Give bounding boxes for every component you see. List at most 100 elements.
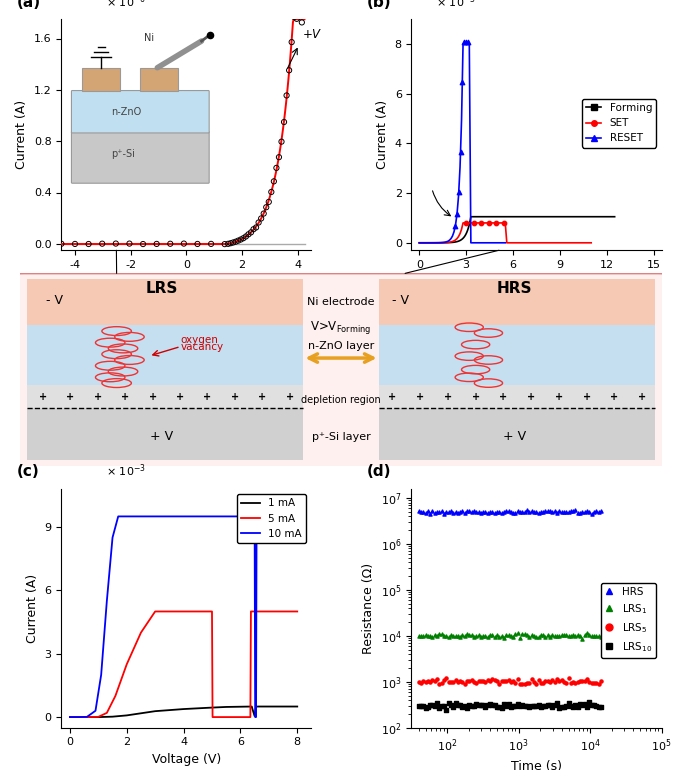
Point bbox=[462, 35, 473, 48]
Point bbox=[501, 504, 512, 517]
Point bbox=[535, 506, 546, 518]
Point bbox=[482, 631, 493, 644]
Text: +: + bbox=[471, 392, 479, 401]
Point bbox=[418, 675, 429, 688]
Point bbox=[420, 676, 431, 688]
Point bbox=[271, 162, 282, 174]
Point bbox=[515, 699, 526, 711]
Point bbox=[545, 698, 556, 711]
Point bbox=[570, 677, 581, 689]
Point bbox=[577, 633, 588, 645]
Point bbox=[584, 695, 595, 708]
Point bbox=[489, 631, 500, 643]
Point bbox=[469, 699, 479, 711]
Y-axis label: Current (A): Current (A) bbox=[16, 100, 29, 169]
Point bbox=[464, 629, 475, 641]
Point bbox=[482, 674, 493, 686]
Point bbox=[503, 629, 514, 641]
Point bbox=[492, 629, 503, 641]
Point bbox=[253, 216, 264, 229]
Point bbox=[586, 630, 597, 642]
Point bbox=[487, 628, 498, 641]
Text: - V: - V bbox=[392, 294, 409, 306]
Point bbox=[531, 678, 542, 690]
Point bbox=[485, 698, 496, 710]
Text: + V: + V bbox=[150, 430, 173, 444]
Point bbox=[450, 674, 461, 686]
Point bbox=[464, 698, 475, 711]
X-axis label: Voltagc (V): Voltagc (V) bbox=[152, 276, 221, 289]
Point bbox=[484, 217, 494, 229]
Point bbox=[510, 507, 521, 519]
Point bbox=[561, 700, 572, 712]
Point bbox=[413, 700, 424, 712]
Point bbox=[441, 704, 451, 716]
Point bbox=[219, 238, 230, 250]
Point bbox=[496, 630, 507, 642]
Point bbox=[561, 505, 572, 517]
Point bbox=[460, 35, 471, 48]
Point bbox=[192, 238, 203, 250]
Point bbox=[545, 505, 556, 517]
Point bbox=[469, 217, 479, 229]
Point bbox=[584, 506, 595, 518]
Point bbox=[425, 676, 436, 688]
Point bbox=[445, 629, 456, 641]
Point bbox=[537, 678, 548, 690]
Point bbox=[415, 677, 426, 689]
Point bbox=[522, 504, 533, 517]
Point bbox=[529, 700, 539, 712]
Point bbox=[582, 627, 593, 639]
Point bbox=[432, 672, 443, 685]
Point bbox=[515, 678, 526, 690]
Point bbox=[475, 675, 486, 688]
Point bbox=[501, 700, 512, 712]
Point bbox=[519, 628, 530, 640]
Text: p⁺-Si layer: p⁺-Si layer bbox=[312, 432, 370, 442]
Point bbox=[533, 507, 544, 519]
Point bbox=[579, 675, 590, 687]
Point bbox=[466, 505, 477, 517]
Bar bbox=[379, 385, 655, 408]
Point bbox=[575, 698, 586, 711]
Point bbox=[515, 506, 526, 518]
Point bbox=[579, 506, 590, 518]
Point bbox=[567, 676, 578, 688]
Point bbox=[522, 629, 533, 641]
X-axis label: Time (s): Time (s) bbox=[511, 759, 562, 770]
Point bbox=[554, 505, 565, 517]
Point bbox=[436, 628, 447, 641]
Point bbox=[485, 675, 496, 688]
Point bbox=[559, 506, 569, 518]
Point bbox=[422, 505, 433, 517]
Point bbox=[512, 698, 523, 711]
Point bbox=[124, 237, 135, 249]
Point bbox=[420, 507, 431, 519]
Point bbox=[529, 630, 539, 642]
Point bbox=[462, 675, 473, 688]
Point bbox=[445, 505, 456, 517]
Point bbox=[563, 672, 574, 685]
Point bbox=[595, 701, 606, 713]
Point bbox=[494, 701, 505, 713]
Point bbox=[151, 238, 162, 250]
Point bbox=[524, 631, 535, 644]
Point bbox=[496, 701, 507, 714]
Point bbox=[235, 233, 246, 246]
Point bbox=[540, 700, 551, 712]
Point bbox=[586, 698, 597, 711]
Point bbox=[278, 116, 289, 128]
Point bbox=[225, 237, 236, 249]
Point bbox=[473, 506, 484, 518]
Point bbox=[473, 699, 484, 711]
Point bbox=[563, 630, 574, 642]
Point bbox=[556, 701, 567, 713]
Point bbox=[527, 673, 537, 685]
Text: oxygen: oxygen bbox=[181, 335, 219, 344]
Point bbox=[425, 630, 436, 642]
Point bbox=[475, 699, 486, 711]
Point bbox=[556, 505, 567, 517]
Point bbox=[56, 238, 67, 250]
Point bbox=[480, 505, 491, 517]
Point bbox=[527, 628, 537, 641]
